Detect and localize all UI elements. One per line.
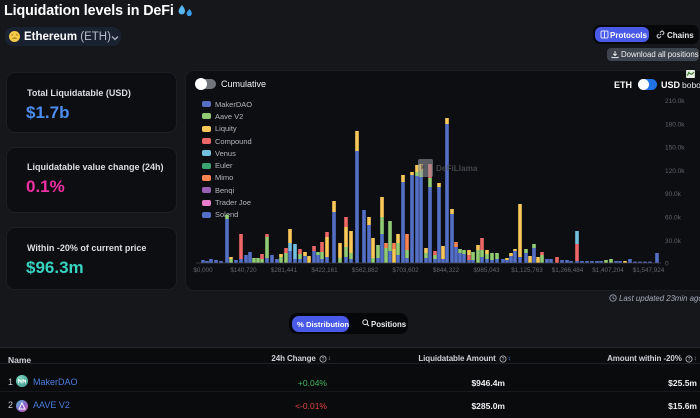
svg-text:?: ? [321, 357, 324, 363]
svg-text:150.0k: 150.0k [665, 145, 685, 152]
svg-text:$1,266,484: $1,266,484 [552, 267, 584, 274]
svg-text:$140,720: $140,720 [230, 267, 257, 274]
svg-text:$1,407,204: $1,407,204 [592, 267, 624, 274]
svg-text:$422,161: $422,161 [311, 267, 338, 274]
svg-text:210.0k: 210.0k [665, 98, 685, 105]
svg-text:?: ? [687, 357, 690, 363]
svg-text:120.0k: 120.0k [665, 168, 685, 175]
svg-text:180.0k: 180.0k [665, 121, 685, 128]
svg-text:DeFiLlama: DeFiLlama [436, 164, 478, 173]
svg-text:90.0k: 90.0k [665, 191, 682, 198]
svg-text:60.0k: 60.0k [665, 215, 682, 222]
svg-text:30.0k: 30.0k [665, 238, 682, 245]
svg-text:$281,441: $281,441 [271, 267, 298, 274]
svg-text:$0,000: $0,000 [193, 267, 213, 274]
svg-text:$1,125,763: $1,125,763 [511, 267, 543, 274]
svg-text:$703,602: $703,602 [392, 267, 419, 274]
svg-text:0: 0 [665, 261, 669, 268]
svg-text:$1,547,924: $1,547,924 [633, 267, 665, 274]
svg-text:$844,322: $844,322 [433, 267, 460, 274]
svg-text:?: ? [501, 357, 504, 363]
svg-text:$985,043: $985,043 [473, 267, 500, 274]
svg-text:$562,882: $562,882 [352, 267, 379, 274]
